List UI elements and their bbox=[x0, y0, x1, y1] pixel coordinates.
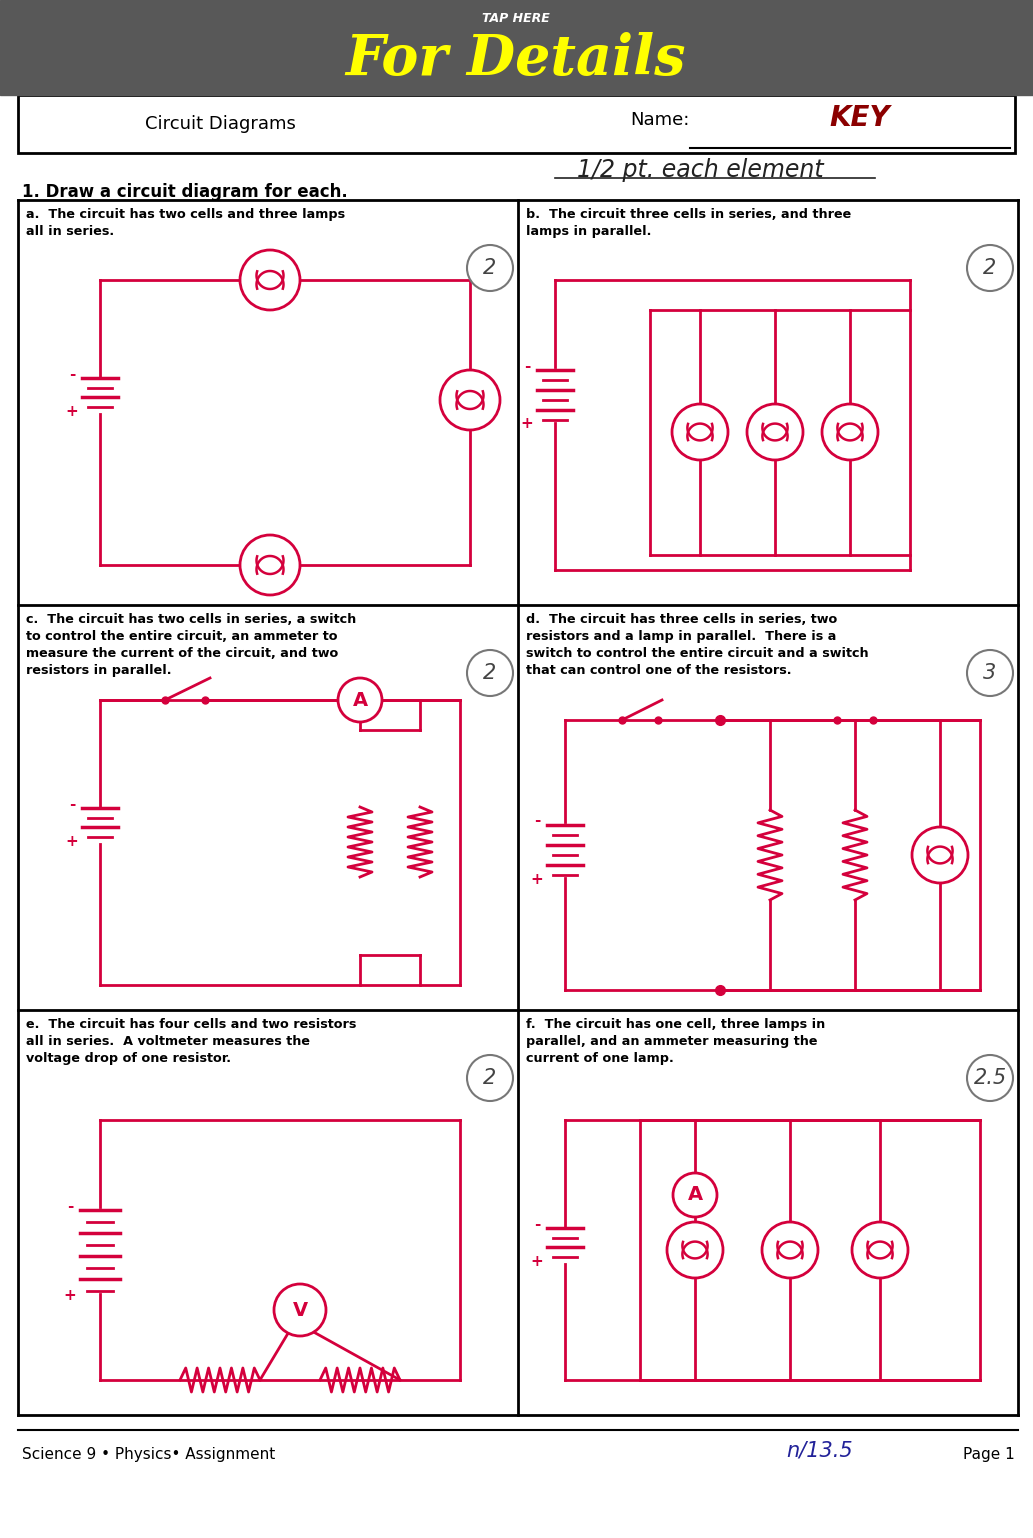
Text: Page 1: Page 1 bbox=[963, 1447, 1015, 1463]
Text: 3: 3 bbox=[983, 663, 997, 683]
Text: +: + bbox=[66, 404, 79, 420]
Text: TAP HERE: TAP HERE bbox=[482, 11, 550, 25]
Circle shape bbox=[274, 1284, 326, 1337]
Text: A: A bbox=[352, 691, 368, 709]
Text: -: - bbox=[67, 1198, 73, 1213]
Circle shape bbox=[672, 404, 728, 460]
Circle shape bbox=[674, 1173, 717, 1217]
Text: -: - bbox=[524, 358, 530, 374]
Text: Circuit Diagrams: Circuit Diagrams bbox=[145, 115, 295, 132]
Text: 1/2 pt. each element: 1/2 pt. each element bbox=[576, 158, 823, 181]
Text: -: - bbox=[69, 797, 75, 812]
Text: A: A bbox=[687, 1186, 702, 1204]
Text: For Details: For Details bbox=[346, 32, 686, 88]
Circle shape bbox=[762, 1223, 818, 1278]
Text: e.  The circuit has four cells and two resistors
all in series.  A voltmeter mea: e. The circuit has four cells and two re… bbox=[26, 1018, 356, 1064]
Circle shape bbox=[440, 371, 500, 431]
Text: -: - bbox=[69, 366, 75, 381]
Text: 2.5: 2.5 bbox=[973, 1067, 1006, 1087]
Text: Name:: Name: bbox=[630, 111, 689, 129]
Text: V: V bbox=[292, 1301, 308, 1320]
Circle shape bbox=[852, 1223, 908, 1278]
Text: +: + bbox=[531, 1255, 543, 1269]
Text: +: + bbox=[531, 872, 543, 886]
Text: Science 9 • Physics• Assignment: Science 9 • Physics• Assignment bbox=[22, 1447, 275, 1463]
Circle shape bbox=[967, 651, 1013, 697]
Bar bbox=[18, 95, 1015, 152]
Text: 2: 2 bbox=[983, 258, 997, 278]
Circle shape bbox=[338, 678, 382, 721]
Circle shape bbox=[240, 535, 300, 595]
Circle shape bbox=[747, 404, 803, 460]
Text: KEY: KEY bbox=[829, 105, 890, 132]
Text: c.  The circuit has two cells in series, a switch
to control the entire circuit,: c. The circuit has two cells in series, … bbox=[26, 614, 356, 677]
Circle shape bbox=[967, 1055, 1013, 1101]
Text: 1. Draw a circuit diagram for each.: 1. Draw a circuit diagram for each. bbox=[22, 183, 348, 201]
Text: f.  The circuit has one cell, three lamps in
parallel, and an ammeter measuring : f. The circuit has one cell, three lamps… bbox=[526, 1018, 825, 1064]
Text: -: - bbox=[534, 1217, 540, 1232]
Text: +: + bbox=[521, 417, 533, 432]
Circle shape bbox=[822, 404, 878, 460]
Circle shape bbox=[967, 245, 1013, 291]
Text: d.  The circuit has three cells in series, two
resistors and a lamp in parallel.: d. The circuit has three cells in series… bbox=[526, 614, 869, 677]
Circle shape bbox=[240, 251, 300, 311]
Text: 2: 2 bbox=[483, 663, 497, 683]
Circle shape bbox=[667, 1223, 723, 1278]
Circle shape bbox=[467, 245, 513, 291]
Text: 2: 2 bbox=[483, 258, 497, 278]
Text: 2: 2 bbox=[483, 1067, 497, 1087]
Circle shape bbox=[467, 1055, 513, 1101]
Bar bbox=[0, 0, 1033, 95]
Text: +: + bbox=[64, 1289, 76, 1304]
Text: -: - bbox=[534, 814, 540, 829]
Text: +: + bbox=[66, 835, 79, 849]
Circle shape bbox=[912, 827, 968, 883]
Text: a.  The circuit has two cells and three lamps
all in series.: a. The circuit has two cells and three l… bbox=[26, 208, 345, 238]
Text: b.  The circuit three cells in series, and three
lamps in parallel.: b. The circuit three cells in series, an… bbox=[526, 208, 851, 238]
Text: n/13.5: n/13.5 bbox=[787, 1440, 853, 1460]
Circle shape bbox=[467, 651, 513, 697]
